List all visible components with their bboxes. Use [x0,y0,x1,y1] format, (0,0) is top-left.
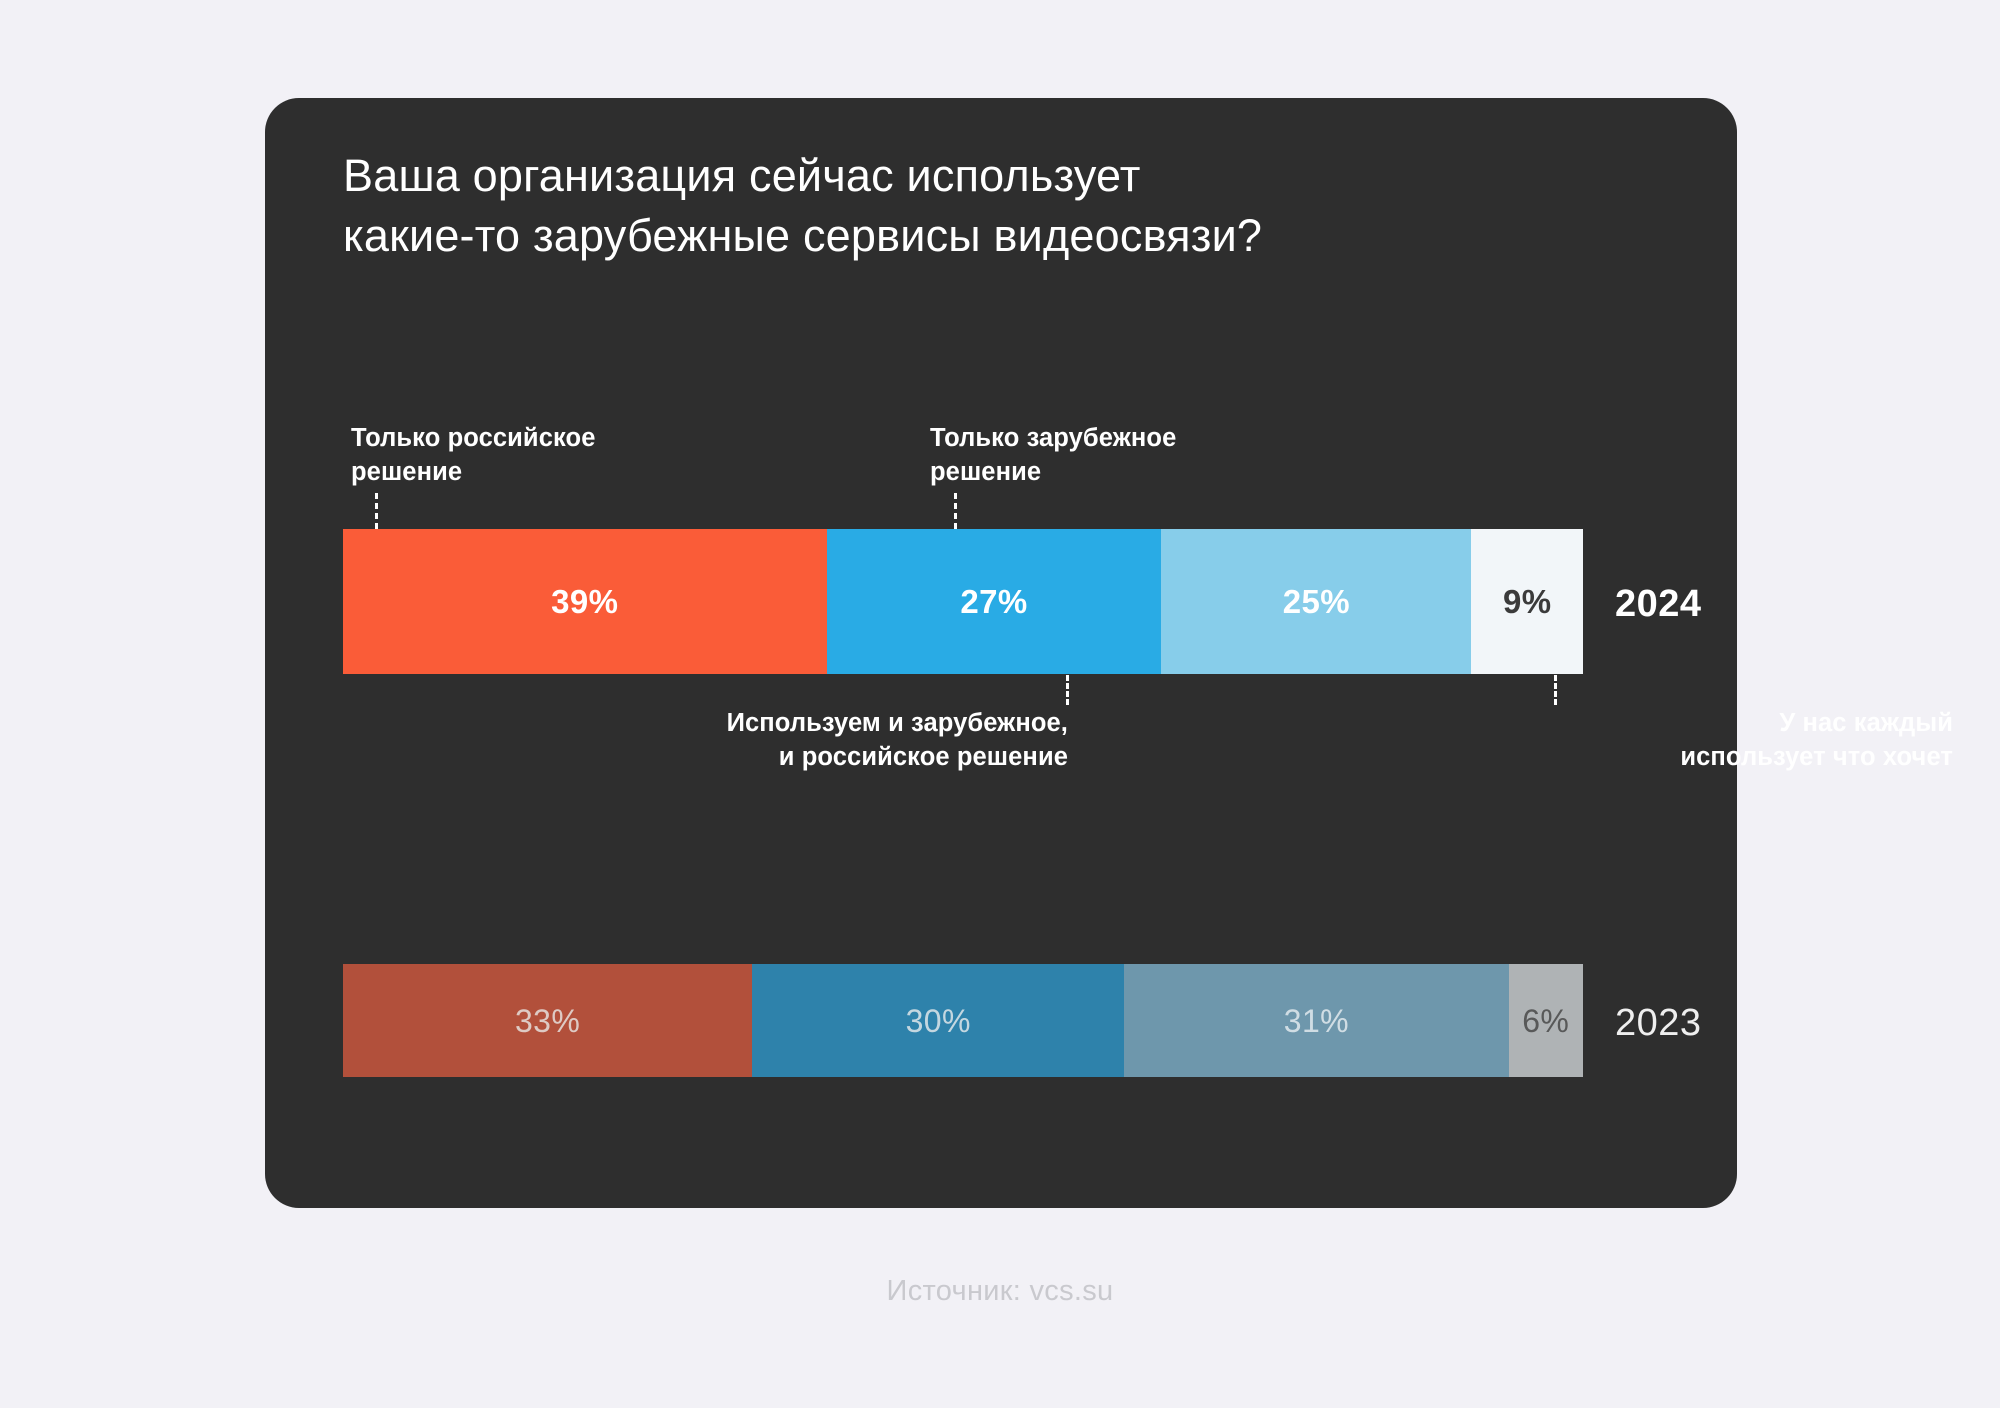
bar-segment-value: 6% [1522,1002,1570,1039]
stacked-bar-2024: 39% 27% 25% 9% [343,529,1583,674]
bar-segment-2023-both[interactable]: 30% [752,964,1125,1077]
leader-line-both [1066,675,1069,705]
year-label-2023: 2023 [1615,1002,1702,1044]
bar-segment-2023-only-russian[interactable]: 33% [343,964,753,1077]
bar-segment-2024-only-foreign[interactable]: 25% [1161,529,1472,674]
bar-segment-value: 25% [1282,583,1351,620]
source-caption: Источник: vcs.su [886,1275,1114,1307]
chart-plot-area: Только российское решение Только зарубеж… [343,98,1953,1208]
bar-segment-value: 9% [1502,583,1552,620]
callout-everyone: У нас каждый использует что хочет [1680,709,1953,772]
bar-segment-2023-everyone[interactable]: 6% [1508,964,1583,1077]
bar-segment-value: 31% [1283,1002,1349,1039]
bar-segment-value: 30% [905,1002,971,1039]
leader-line-everyone [1554,675,1557,705]
bar-segment-value: 33% [514,1002,581,1039]
callout-only-foreign: Только зарубежное решение [930,424,1177,487]
callout-only-russian: Только российское решение [351,424,596,487]
callout-both: Используем и зарубежное, и российское ре… [726,709,1068,772]
bar-segment-value: 27% [960,583,1028,620]
bar-segment-2024-everyone[interactable]: 9% [1471,529,1583,674]
bar-segment-value: 39% [551,583,619,620]
page-title: Ваша организация сейчас использует какие… [343,150,1263,262]
stacked-bar-2023: 33% 30% 31% 6% [343,964,1583,1077]
bar-segment-2024-both[interactable]: 27% [826,529,1162,674]
year-label-2024: 2024 [1615,583,1702,625]
bar-segment-2023-only-foreign[interactable]: 31% [1124,964,1509,1077]
bar-segment-2024-only-russian[interactable]: 39% [343,529,827,674]
leader-line-only-foreign [954,493,957,529]
chart-card: Ваша организация сейчас использует какие… [265,98,1953,1208]
leader-line-only-russian [375,493,378,529]
